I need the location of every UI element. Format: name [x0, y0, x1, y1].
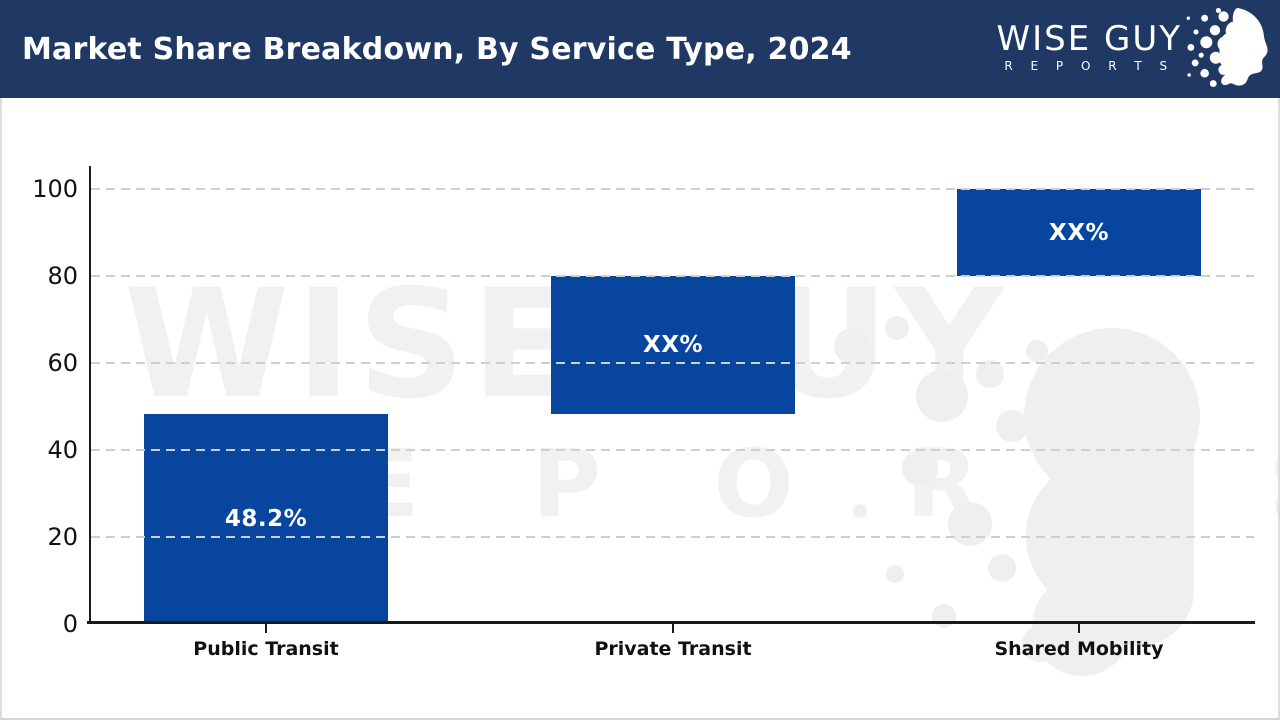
page-title: Market Share Breakdown, By Service Type,…	[22, 31, 852, 67]
y-tick-label-40: 40	[47, 436, 78, 464]
x-category-label: Shared Mobility	[994, 638, 1164, 660]
x-category-label: Public Transit	[193, 638, 339, 660]
y-tick-label-0: 0	[62, 610, 78, 638]
y-tick-label-20: 20	[47, 523, 78, 551]
chart-canvas: WISE GUY R E P O R T S 48.2% XX% XX% 0 20 40 6…	[0, 98, 1280, 720]
x-tick-mark	[1078, 624, 1080, 633]
bar-value-label: XX%	[642, 332, 703, 359]
bar-public-transit: 48.2%	[144, 414, 388, 624]
brand-name: WISE GUY	[996, 19, 1182, 59]
bar-shared-mobility: XX%	[957, 189, 1201, 276]
brand-head-icon	[1186, 7, 1268, 87]
x-category-label: Private Transit	[594, 638, 752, 660]
brand-logo-text: WISE GUY R E P O R T S	[996, 20, 1182, 74]
y-tick-label-60: 60	[47, 349, 78, 377]
bar-value-label: XX%	[1048, 219, 1109, 246]
x-tick-mark	[265, 624, 267, 633]
x-axis-line	[87, 621, 1255, 624]
bar-private-transit: XX%	[551, 276, 795, 415]
x-tick-mark	[672, 624, 674, 633]
y-tick-label-100: 100	[32, 175, 78, 203]
brand-logo: WISE GUY R E P O R T S	[996, 6, 1270, 88]
plot-area: 48.2% XX% XX% 0 20 40 60 80 100 Public Transit Pri…	[2, 98, 1278, 718]
y-axis-line	[89, 166, 91, 624]
header: Market Share Breakdown, By Service Type,…	[0, 0, 1280, 98]
bar-value-label: 48.2%	[224, 506, 308, 533]
y-tick-label-80: 80	[47, 262, 78, 290]
brand-subname: R E P O R T S	[1004, 59, 1175, 73]
